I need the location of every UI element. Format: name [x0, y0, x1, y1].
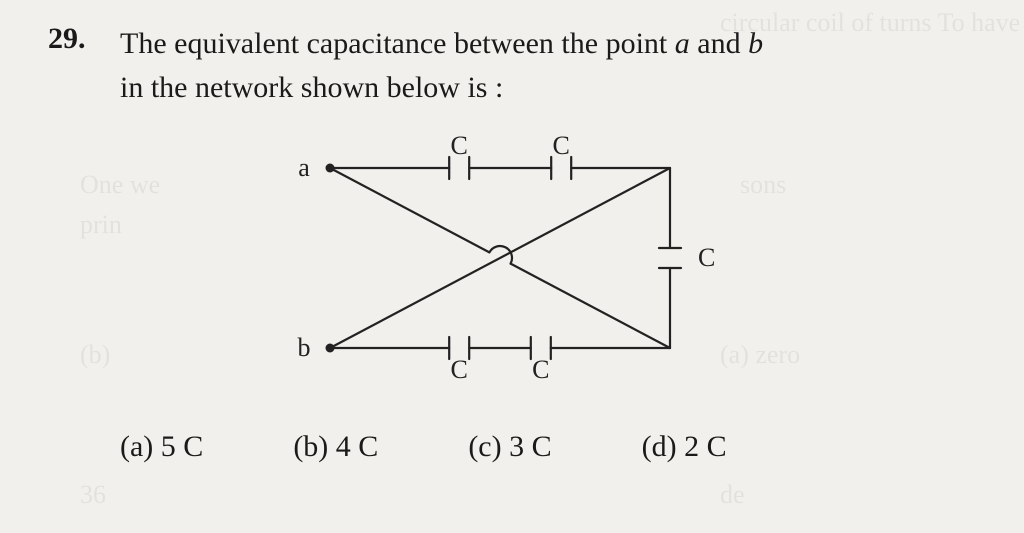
- qtext-pre: The equivalent capacitance between the p…: [120, 27, 675, 60]
- svg-text:b: b: [298, 333, 311, 362]
- question-number: 29.: [48, 22, 86, 56]
- svg-text:C: C: [451, 355, 468, 384]
- var-b: b: [748, 27, 763, 60]
- option-a: (a) 5 C: [120, 430, 203, 464]
- svg-text:C: C: [698, 243, 715, 272]
- option-c: (c) 3 C: [468, 430, 551, 464]
- question-text: The equivalent capacitance between the p…: [120, 22, 976, 109]
- var-a: a: [675, 27, 690, 60]
- qtext-line2: in the network shown below is :: [120, 71, 503, 104]
- circuit-diagram: C C C C Ca b: [290, 128, 770, 388]
- svg-text:C: C: [451, 131, 468, 160]
- svg-text:C: C: [532, 355, 549, 384]
- qtext-mid: and: [690, 27, 748, 60]
- page: circular coil of turns To have maximumOn…: [0, 0, 1024, 533]
- svg-text:C: C: [553, 131, 570, 160]
- option-b: (b) 4 C: [293, 430, 378, 464]
- svg-text:a: a: [298, 153, 310, 182]
- options-row: (a) 5 C (b) 4 C (c) 3 C (d) 2 C: [120, 430, 976, 464]
- circuit-svg: C C C C Ca b: [290, 128, 770, 388]
- option-d: (d) 2 C: [642, 430, 727, 464]
